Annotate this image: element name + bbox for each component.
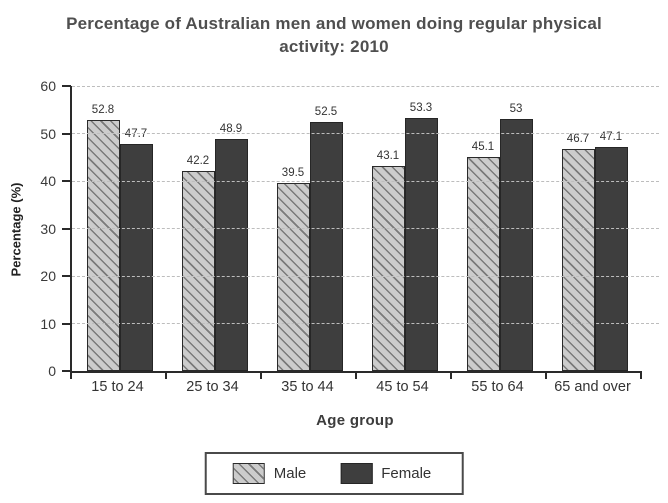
- bar-male-65-and-over: 46.7: [561, 133, 595, 371]
- y-tick-30: [62, 227, 71, 230]
- legend-item-female: Female: [340, 463, 431, 484]
- legend-label-female: Female: [381, 465, 432, 482]
- legend-swatch-female-solid: [340, 463, 373, 484]
- legend-swatch-male-hatched: [232, 463, 265, 484]
- gridline-10: [72, 323, 659, 324]
- bar-value-label: 47.7: [124, 128, 148, 141]
- bar-male-25-to-34: 42.2: [181, 155, 215, 371]
- legend-label-male: Male: [273, 465, 307, 482]
- y-tick-label-50: 50: [40, 125, 56, 142]
- bar-value-label: 42.2: [186, 154, 210, 167]
- x-category-label-35-to-44: 35 to 44: [281, 379, 334, 395]
- bar-group-15-to-24: 52.8 47.7: [72, 86, 167, 371]
- x-tick-boundary-3: [355, 371, 357, 379]
- y-tick-label-20: 20: [40, 268, 56, 284]
- bar-value-label: 45.1: [471, 140, 495, 153]
- y-tick-label-0: 0: [48, 363, 56, 379]
- x-category-label-45-to-54: 45 to 54: [376, 379, 429, 395]
- bar-value-label: 53: [509, 103, 523, 116]
- y-tick-50: [62, 132, 71, 135]
- bar-female-35-to-44: 52.5: [309, 106, 343, 371]
- legend: Male Female: [204, 452, 464, 495]
- gridline-20: [72, 275, 659, 277]
- bar-value-label: 52.8: [91, 104, 115, 117]
- gridline-30: [72, 228, 659, 229]
- bar-female-55-to-64: 53: [499, 103, 533, 371]
- bar-value-label: 48.9: [219, 122, 243, 135]
- bar-value-label: 39.5: [281, 167, 305, 180]
- bar-series-container: 52.8 47.7 42.2 48.9 39.5 52.5 43.1 53.3 45.1 53 46…: [72, 86, 642, 371]
- y-tick-label-10: 10: [40, 315, 56, 332]
- x-category-label-15-to-24: 15 to 24: [91, 379, 144, 395]
- x-tick-boundary-5: [545, 371, 547, 379]
- bar-group-55-to-64: 45.1 53: [452, 86, 547, 371]
- bar-male-45-to-54: 43.1: [371, 150, 405, 371]
- plot-area: 52.8 47.7 42.2 48.9 39.5 52.5 43.1 53.3 45.1 53 46…: [40, 78, 659, 379]
- bar-male-55-to-64: 45.1: [466, 141, 500, 371]
- bar-female-45-to-54: 53.3: [404, 102, 438, 371]
- bar-value-label: 52.5: [314, 105, 338, 118]
- gridline-40: [72, 180, 659, 182]
- x-category-label-55-to-64: 55 to 64: [471, 379, 524, 395]
- bar-value-label: 47.1: [599, 131, 623, 144]
- y-tick-40: [62, 180, 71, 182]
- gridline-60: [72, 85, 659, 87]
- y-tick-10: [62, 322, 71, 325]
- bar-value-label: 53.3: [409, 101, 433, 114]
- bar-female-65-and-over: 47.1: [594, 131, 628, 371]
- x-axis-corner-tick: [70, 371, 72, 379]
- x-axis-category-labels: 15 to 24 25 to 34 35 to 44 45 to 54 55 to 64…: [70, 379, 640, 395]
- legend-item-male: Male: [232, 463, 307, 484]
- bar-group-45-to-54: 43.1 53.3: [357, 86, 452, 371]
- x-tick-boundary-6: [640, 371, 642, 379]
- x-category-label-25-to-34: 25 to 34: [186, 379, 239, 395]
- bar-male-15-to-24: 52.8: [86, 104, 120, 371]
- y-tick-0: [62, 370, 71, 372]
- x-category-label-65-and-over: 65 and over: [554, 379, 631, 395]
- y-tick-60: [62, 85, 71, 87]
- gridline-50: [72, 133, 659, 134]
- chart-title: Percentage of Australian men and women d…: [66, 14, 602, 56]
- y-tick-label-30: 30: [40, 220, 56, 237]
- bar-group-35-to-44: 39.5 52.5: [262, 86, 357, 371]
- bar-value-label: 43.1: [376, 150, 400, 163]
- x-tick-boundary-2: [260, 371, 262, 379]
- x-tick-boundary-1: [165, 371, 167, 379]
- x-tick-boundary-4: [450, 371, 452, 379]
- bar-group-25-to-34: 42.2 48.9: [167, 86, 262, 371]
- y-tick-label-60: 60: [40, 78, 56, 94]
- y-tick-20: [62, 275, 71, 277]
- bar-group-65-and-over: 46.7 47.1: [547, 86, 642, 371]
- x-axis-title: Age group: [316, 412, 394, 429]
- y-tick-label-40: 40: [40, 173, 56, 189]
- bar-female-25-to-34: 48.9: [214, 123, 248, 371]
- bar-male-35-to-44: 39.5: [276, 167, 310, 371]
- bar-value-label: 46.7: [566, 133, 590, 146]
- bar-female-15-to-24: 47.7: [119, 128, 153, 371]
